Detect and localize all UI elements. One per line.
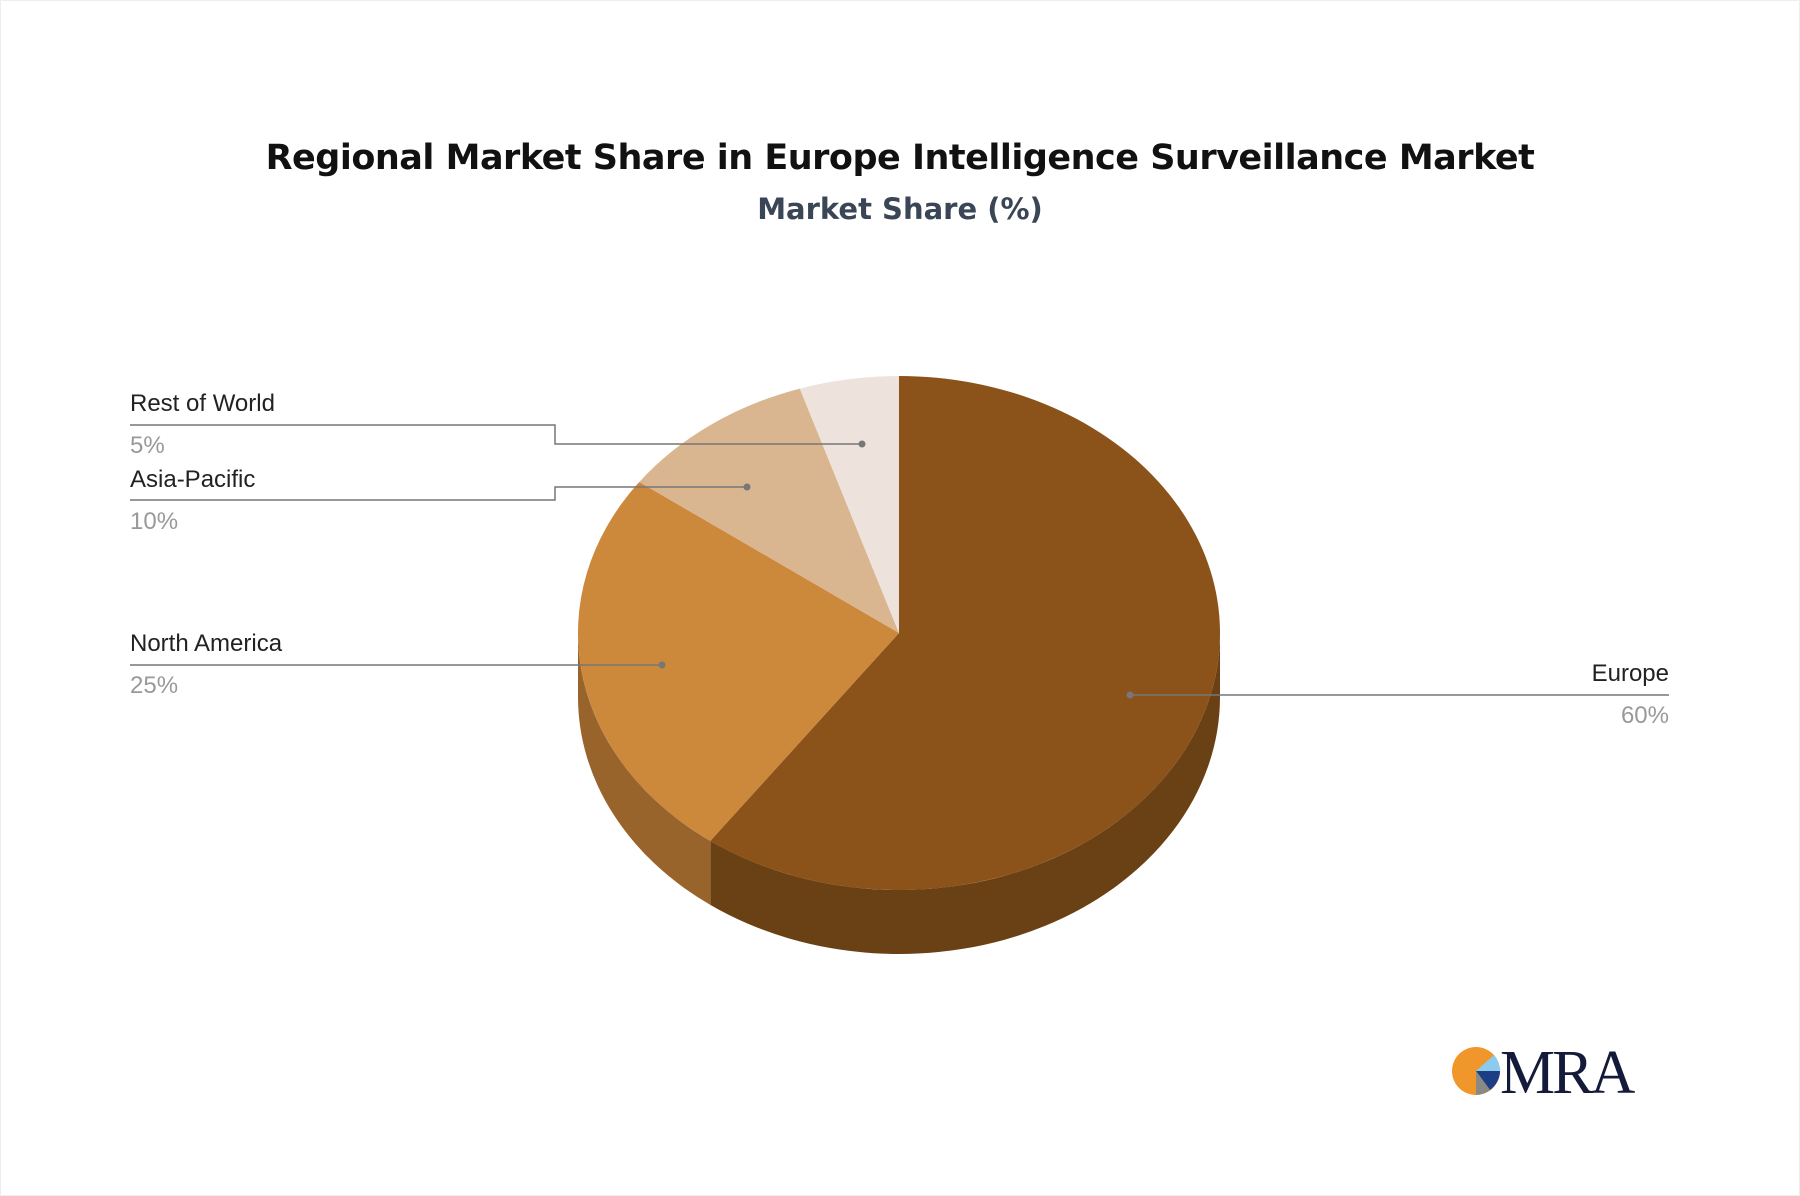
value-europe: 60% bbox=[1621, 702, 1669, 729]
label-north-america: North America bbox=[130, 630, 283, 657]
logo-text: MRA bbox=[1500, 1039, 1635, 1107]
pie-slices bbox=[577, 376, 1220, 890]
label-rest-of-world: Rest of World bbox=[130, 390, 275, 417]
label-asia-pacific: Asia-Pacific bbox=[130, 466, 255, 493]
pie-slice-north-america[interactable] bbox=[577, 481, 899, 841]
label-europe: Europe bbox=[1592, 660, 1669, 687]
leader-dot bbox=[1126, 691, 1134, 699]
pie-sides bbox=[578, 633, 1220, 955]
chart-title: Regional Market Share in Europe Intellig… bbox=[265, 138, 1535, 178]
mra-logo: MRA bbox=[1452, 1039, 1638, 1107]
pie-side-europe bbox=[710, 633, 1220, 955]
leader-dot bbox=[658, 661, 666, 669]
leader-dot bbox=[743, 483, 751, 491]
leader-line-rest-of-world bbox=[130, 424, 862, 445]
pie-slice-asia-pacific[interactable] bbox=[639, 388, 899, 633]
chart-subtitle: Market Share (%) bbox=[757, 192, 1043, 226]
leader-dots bbox=[658, 440, 1134, 699]
pie-slice-rest-of-world[interactable] bbox=[799, 376, 899, 633]
pie-slice-europe[interactable] bbox=[710, 376, 1220, 890]
value-asia-pacific: 10% bbox=[130, 508, 178, 535]
leader-dot bbox=[858, 440, 866, 448]
value-north-america: 25% bbox=[130, 672, 178, 699]
leader-line-asia-pacific bbox=[130, 486, 747, 501]
value-rest-of-world: 5% bbox=[130, 432, 165, 459]
pie-side-north-america bbox=[578, 633, 711, 905]
leader-lines bbox=[130, 424, 1669, 696]
